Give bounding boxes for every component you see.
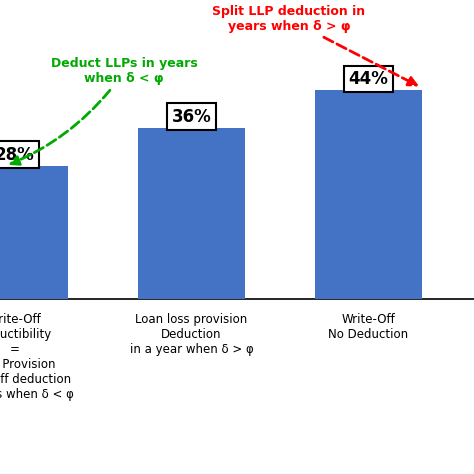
Text: Deduct LLPs in years
when δ < φ: Deduct LLPs in years when δ < φ [11,57,198,164]
Bar [0,166,68,299]
Text: Write-Off
No Deduction: Write-Off No Deduction [328,313,409,341]
Text: Loan loss provision
Deduction
in a year when δ > φ: Loan loss provision Deduction in a year … [130,313,253,356]
Text: 28%: 28% [0,146,35,164]
Bar [138,128,245,299]
Text: Write-Off
Deductibility
=
Loss Provision
Write-off deduction
in years when δ < φ: Write-Off Deductibility = Loss Provision… [0,313,74,401]
Text: 44%: 44% [348,70,388,88]
Text: 36%: 36% [172,108,211,126]
Bar [315,90,421,299]
Text: Split LLP deduction in
years when δ > φ: Split LLP deduction in years when δ > φ [212,5,416,85]
